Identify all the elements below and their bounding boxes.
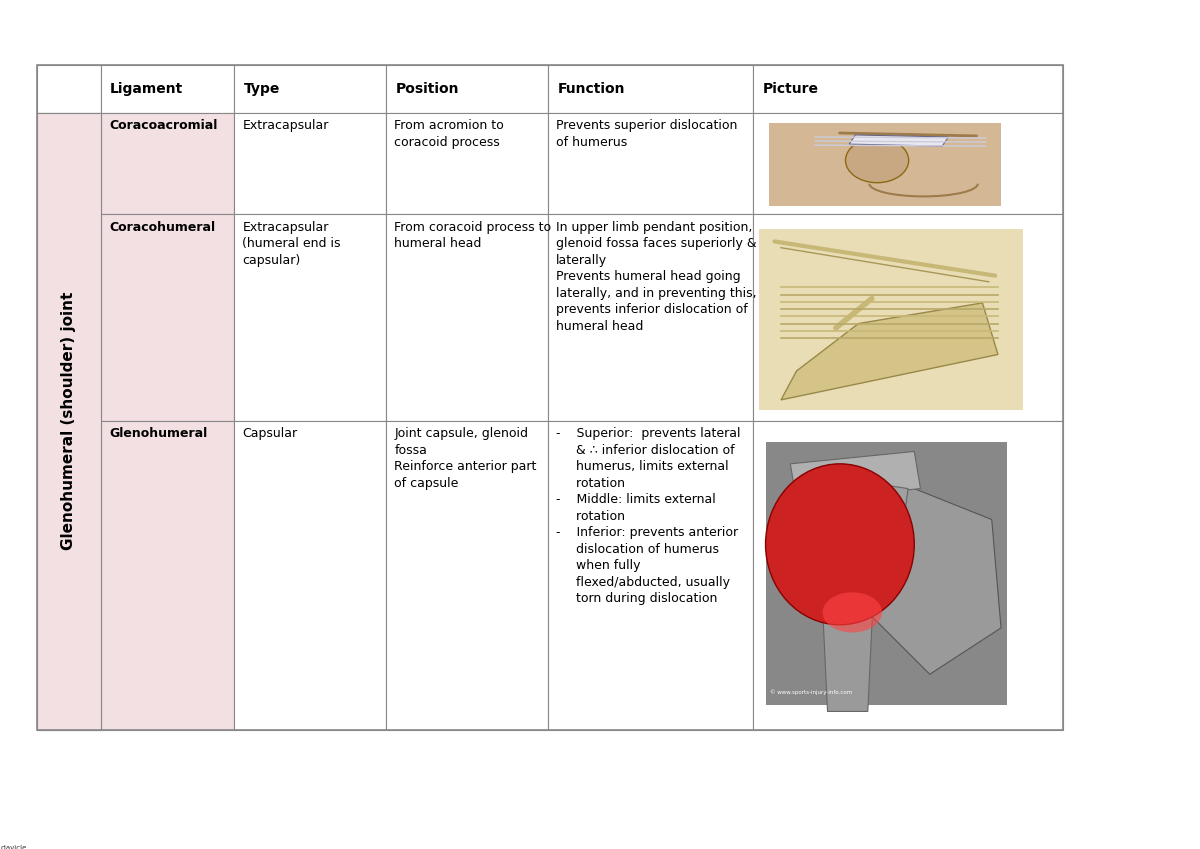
Polygon shape	[791, 452, 920, 501]
Bar	[754, 65, 1063, 113]
Bar	[234, 113, 386, 214]
FancyArrowPatch shape	[840, 133, 977, 136]
Bar	[37, 113, 101, 214]
Bar	[548, 113, 754, 214]
Bar	[101, 214, 234, 420]
Text: Extracapsular: Extracapsular	[242, 120, 329, 132]
Polygon shape	[781, 303, 998, 400]
Bar	[234, 420, 386, 730]
Bar	[234, 65, 386, 113]
Bar	[101, 420, 234, 730]
Text: -    Superior:  prevents lateral
     & ∴ inferior dislocation of
     humerus, : - Superior: prevents lateral & ∴ inferio…	[557, 427, 740, 605]
Bar	[548, 65, 754, 113]
Bar	[754, 420, 1063, 730]
Bar	[766, 442, 1007, 706]
Text: From acromion to
coracoid process: From acromion to coracoid process	[395, 120, 504, 149]
Text: © www.sports-injury-info.com: © www.sports-injury-info.com	[770, 689, 853, 694]
Text: Function: Function	[558, 82, 625, 96]
FancyArrowPatch shape	[781, 248, 989, 282]
Bar	[386, 65, 548, 113]
FancyArrowPatch shape	[836, 299, 872, 328]
Bar	[386, 113, 548, 214]
Bar	[37, 65, 1063, 730]
Bar	[769, 123, 1001, 206]
Bar	[548, 420, 754, 730]
Text: In upper limb pendant position,
glenoid fossa faces superiorly &
laterally
Preve: In upper limb pendant position, glenoid …	[557, 221, 757, 333]
Text: Coracohumeral: Coracohumeral	[109, 221, 215, 234]
Text: Glenohumeral (shoulder) joint: Glenohumeral (shoulder) joint	[61, 292, 77, 550]
Circle shape	[846, 138, 908, 183]
Polygon shape	[850, 135, 948, 146]
Polygon shape	[821, 582, 874, 711]
Text: Extracapsular
(humeral end is
capsular): Extracapsular (humeral end is capsular)	[242, 221, 341, 267]
Bar	[760, 228, 1022, 410]
Text: Glenohumeral: Glenohumeral	[109, 427, 208, 441]
Text: clavicle: clavicle	[1, 846, 28, 849]
FancyArrowPatch shape	[774, 241, 995, 276]
Text: Coracoacromial: Coracoacromial	[109, 120, 217, 132]
Polygon shape	[868, 482, 1001, 674]
Text: Type: Type	[244, 82, 280, 96]
Text: From coracoid process to
humeral head: From coracoid process to humeral head	[395, 221, 551, 250]
Bar	[101, 113, 234, 214]
Ellipse shape	[822, 593, 882, 633]
Bar	[37, 65, 101, 113]
Bar	[386, 420, 548, 730]
Text: Ligament: Ligament	[110, 82, 184, 96]
Ellipse shape	[766, 464, 914, 625]
Bar	[754, 113, 1063, 214]
Text: Picture: Picture	[763, 82, 818, 96]
Bar	[754, 214, 1063, 420]
Bar	[37, 214, 101, 420]
Text: Prevents superior dislocation
of humerus: Prevents superior dislocation of humerus	[557, 120, 738, 149]
Bar	[234, 214, 386, 420]
Text: Capsular: Capsular	[242, 427, 298, 441]
Text: Position: Position	[396, 82, 458, 96]
Polygon shape	[862, 482, 908, 535]
Bar	[548, 214, 754, 420]
Text: Joint capsule, glenoid
fossa
Reinforce anterior part
of capsule: Joint capsule, glenoid fossa Reinforce a…	[395, 427, 536, 490]
Bar	[37, 113, 101, 730]
Bar	[386, 214, 548, 420]
Bar	[101, 65, 234, 113]
Bar	[37, 420, 101, 730]
